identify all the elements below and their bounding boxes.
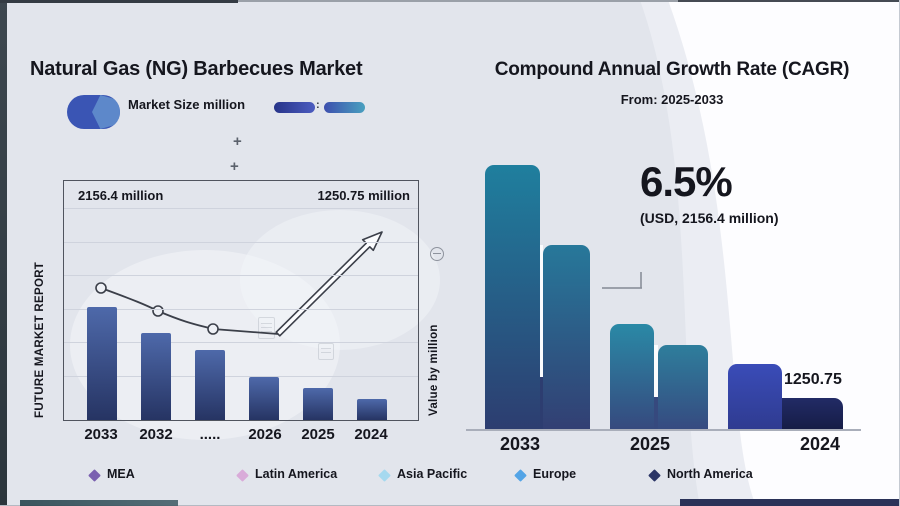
plus-icon-2: + — [230, 158, 239, 175]
cagr-subtitle: From: 2025-2033 — [620, 92, 724, 107]
cagr-title: Compound Annual Growth Rate (CAGR) — [494, 59, 850, 80]
gridline-3 — [64, 309, 418, 310]
ghost-document-icon-2 — [318, 343, 334, 360]
legend-diamond-4 — [648, 469, 661, 482]
legend-label-2: Asia Pacific — [397, 467, 468, 481]
decor-blob-2 — [240, 210, 440, 350]
plus-icon-1: + — [233, 133, 242, 150]
left-chart-start-value: 2156.4 million — [78, 188, 164, 203]
top-edge-light-segment — [238, 0, 678, 2]
ghost-document-icon-1 — [258, 317, 275, 339]
legend-row: MEA Latin America Asia Pacific Europe North … — [0, 463, 900, 487]
left-edge-stripe — [0, 0, 7, 506]
left-x-labels: 2033 2032..... 2026 2025 2024 — [63, 426, 419, 446]
left-bar-2025 — [303, 388, 333, 420]
left-x-label-2032: 2032 — [139, 426, 173, 443]
right-edge-line — [898, 0, 900, 506]
legend-diamond-3 — [514, 469, 527, 482]
top-edge-right-segment — [678, 0, 900, 2]
bottom-right-accent-bar — [680, 499, 900, 506]
bottom-left-accent-bar — [20, 500, 178, 506]
right-chart-axis — [466, 429, 861, 431]
left-x-label-2026: 2026 — [248, 426, 282, 443]
minus-circle-icon — [430, 247, 444, 261]
page-title: Natural Gas (NG) Barbecues Market — [30, 58, 363, 80]
ratio-pill-left — [274, 102, 315, 113]
ratio-pill-right — [324, 102, 365, 113]
left-x-label-2033: 2033 — [84, 426, 118, 443]
left-x-label-2024: 2024 — [354, 426, 388, 443]
left-bar-2032 — [141, 333, 171, 420]
gridline-4 — [64, 342, 418, 343]
legend-label-3: Europe — [533, 467, 577, 481]
legend-diamond-1 — [236, 469, 249, 482]
cagr-detail: (USD, 2156.4 million) — [640, 210, 779, 226]
legend-label-4: North America — [667, 467, 753, 481]
step-bracket-vertical — [640, 272, 642, 288]
legend-label-0: MEA — [107, 467, 135, 481]
legend-diamond-0 — [88, 469, 101, 482]
market-size-cylinder-icon — [67, 95, 120, 129]
right-chart-end-value: 1250.75 — [784, 371, 842, 388]
trend-line-and-arrow — [95, 231, 383, 337]
left-plot — [63, 180, 419, 421]
left-x-label-2025: 2025 — [301, 426, 335, 443]
left-bar-2033 — [87, 307, 117, 420]
left-bar-2024 — [357, 399, 387, 420]
left-bar-..... — [195, 350, 225, 420]
left-x-label-.....: ..... — [199, 426, 221, 443]
bottom-edge-line — [0, 504, 900, 506]
gridline-2 — [64, 275, 418, 276]
ratio-separator: : — [316, 99, 320, 111]
left-chart-end-value: 1250.75 million — [317, 188, 411, 203]
legend-diamond-2 — [378, 469, 391, 482]
left-bar-2026 — [249, 377, 279, 420]
top-edge-dark-segment — [0, 0, 238, 3]
gridline-1 — [64, 242, 418, 243]
brand-vertical-text: FUTURE MARKET REPORT — [34, 261, 46, 418]
market-size-label: Market Size million — [128, 97, 246, 112]
cagr-value: 6.5% — [640, 158, 733, 205]
step-bracket-horizontal — [602, 287, 642, 289]
gridline-0 — [64, 208, 418, 209]
legend-label-1: Latin America — [255, 467, 338, 481]
cylinder-facet — [92, 95, 120, 129]
y-axis-label: Value by million — [428, 324, 440, 416]
gridline-5 — [64, 376, 418, 377]
